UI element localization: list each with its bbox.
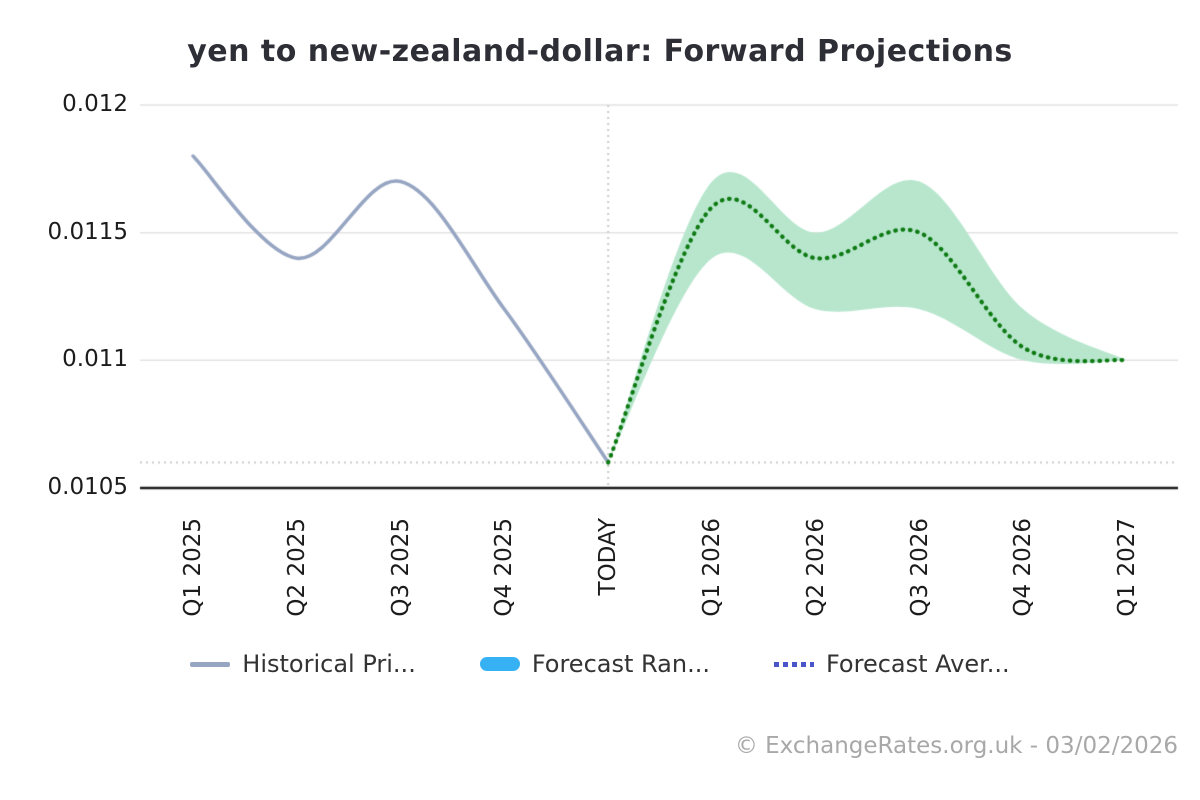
x-axis-tick: Q1 2027 xyxy=(1114,518,1140,617)
x-axis-tick: Q4 2026 xyxy=(1010,518,1036,617)
x-axis-tick-label: Q3 2025 xyxy=(388,518,414,617)
legend-item-forecast-average[interactable]: Forecast Aver... xyxy=(773,650,1010,678)
x-axis-tick: Q2 2025 xyxy=(284,518,310,617)
legend-item-forecast-range[interactable]: Forecast Ran... xyxy=(479,650,710,678)
x-axis-tick: Q1 2025 xyxy=(180,518,206,617)
historical-line-swatch-icon xyxy=(190,661,231,667)
chart-legend: Historical Pri... Forecast Ran... Foreca… xyxy=(0,650,1200,678)
x-axis-tick-label: Q2 2026 xyxy=(803,518,829,617)
x-axis-tick-label: TODAY xyxy=(595,518,621,596)
y-axis-tick: 0.0105 xyxy=(47,474,128,500)
y-axis-tick: 0.012 xyxy=(62,91,128,117)
x-axis-tick-label: Q1 2027 xyxy=(1114,518,1140,617)
legend-label: Forecast Aver... xyxy=(825,650,1010,678)
copyright-credit: © ExchangeRates.org.uk - 03/02/2026 xyxy=(734,733,1178,759)
x-axis-tick-label: Q1 2025 xyxy=(180,518,206,617)
x-axis-tick: Q3 2026 xyxy=(907,518,933,617)
y-axis-tick: 0.011 xyxy=(62,346,128,372)
x-axis-tick-label: Q3 2026 xyxy=(907,518,933,617)
y-axis-tick: 0.0115 xyxy=(47,219,128,245)
forecast-average-swatch-icon xyxy=(773,661,814,667)
x-axis-tick: Q2 2026 xyxy=(803,518,829,617)
x-axis-tick-label: Q2 2025 xyxy=(284,518,310,617)
x-axis-tick-label: Q1 2026 xyxy=(699,518,725,617)
x-axis-tick: Q3 2025 xyxy=(388,518,414,617)
forecast-range-swatch-icon xyxy=(479,657,520,671)
legend-label: Forecast Ran... xyxy=(531,650,710,678)
x-axis-tick: Q1 2026 xyxy=(699,518,725,617)
x-axis-tick: Q4 2025 xyxy=(491,518,517,617)
x-axis-tick-label: Q4 2026 xyxy=(1010,518,1036,617)
legend-label: Historical Pri... xyxy=(242,650,416,678)
legend-item-historical-price[interactable]: Historical Pri... xyxy=(190,650,416,678)
x-axis-tick-label: Q4 2025 xyxy=(491,518,517,617)
x-axis-tick-today: TODAY xyxy=(595,518,621,595)
